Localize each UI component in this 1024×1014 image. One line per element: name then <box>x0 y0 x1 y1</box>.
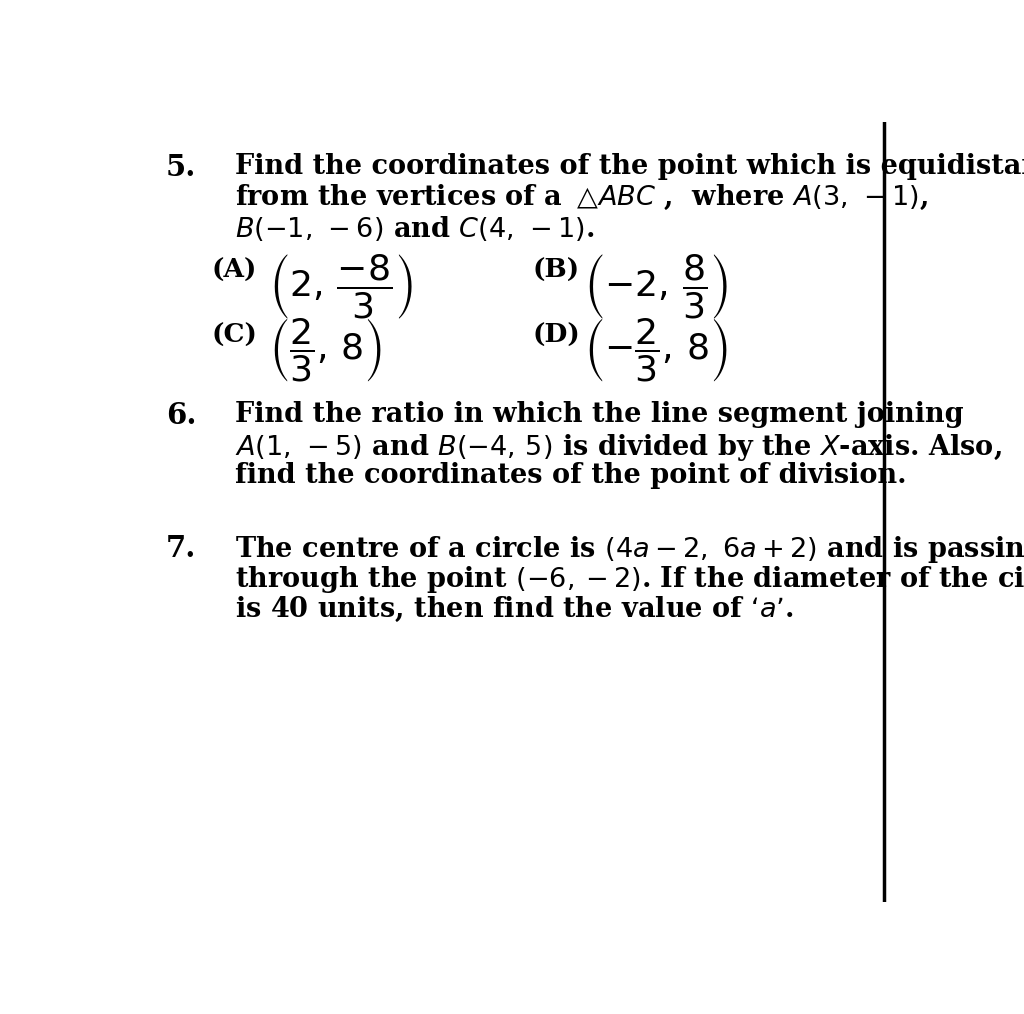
Text: $\left(\dfrac{2}{3},\,8\right)$: $\left(\dfrac{2}{3},\,8\right)$ <box>269 316 383 384</box>
Text: (A): (A) <box>211 259 257 283</box>
Text: $\left(2,\,\dfrac{-8}{3}\right)$: $\left(2,\,\dfrac{-8}{3}\right)$ <box>269 252 414 320</box>
Text: 7.: 7. <box>166 534 197 563</box>
Text: (D): (D) <box>532 323 581 348</box>
Text: (C): (C) <box>211 323 257 348</box>
Text: is 40 units, then find the value of ‘$a$’.: is 40 units, then find the value of ‘$a$… <box>236 595 794 624</box>
Text: $\left(-2,\,\dfrac{8}{3}\right)$: $\left(-2,\,\dfrac{8}{3}\right)$ <box>585 252 728 320</box>
Text: $B(-1,\,-6)$ and $C(4,\,-1)$.: $B(-1,\,-6)$ and $C(4,\,-1)$. <box>236 214 594 242</box>
Text: $\left(-\dfrac{2}{3},\,8\right)$: $\left(-\dfrac{2}{3},\,8\right)$ <box>585 316 728 384</box>
Text: Find the coordinates of the point which is equidistant: Find the coordinates of the point which … <box>236 153 1024 179</box>
Text: 5.: 5. <box>166 153 197 182</box>
Text: through the point $(-6, -2)$. If the diameter of the circle: through the point $(-6, -2)$. If the dia… <box>236 565 1024 595</box>
Text: from the vertices of a $\triangle\!\mathit{ABC}$ ,  where $A(3,\,-1)$,: from the vertices of a $\triangle\!\math… <box>236 184 928 212</box>
Text: $A(1,\,-5)$ and $B(-4,\,5)$ is divided by the $X$-axis. Also,: $A(1,\,-5)$ and $B(-4,\,5)$ is divided b… <box>236 432 1001 462</box>
Text: Find the ratio in which the line segment joining: Find the ratio in which the line segment… <box>236 402 964 428</box>
Text: 6.: 6. <box>166 402 197 430</box>
Text: (B): (B) <box>532 259 580 283</box>
Text: The centre of a circle is $(4a - 2,\ 6a + 2)$ and is passing: The centre of a circle is $(4a - 2,\ 6a … <box>236 534 1024 565</box>
Text: find the coordinates of the point of division.: find the coordinates of the point of div… <box>236 462 907 489</box>
